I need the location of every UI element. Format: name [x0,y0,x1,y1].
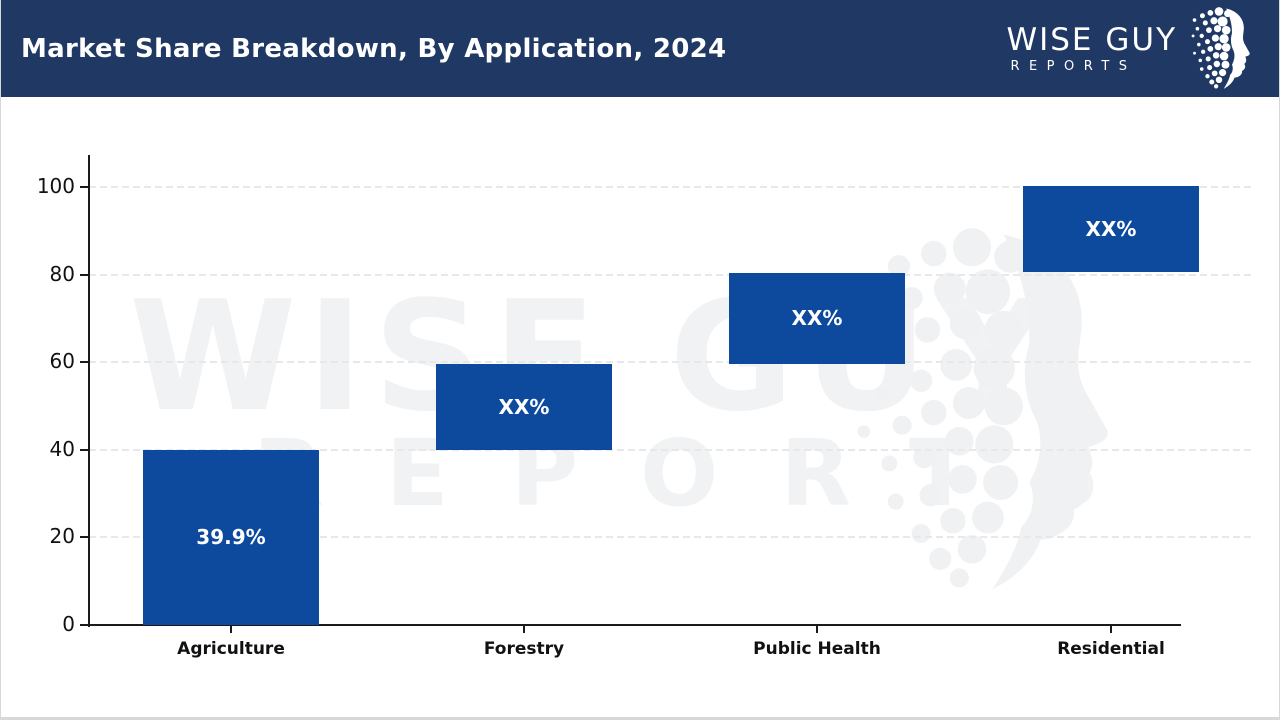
x-axis-line [88,623,1181,626]
y-tick-mark [80,361,89,363]
x-tick-mark [816,625,818,633]
bar-agriculture: 39.9% [143,449,319,625]
y-tick-label: 60 [49,349,75,373]
logo-reports-label: REPORTS [1010,58,1137,74]
y-tick-label: 20 [49,524,75,548]
gridline [89,536,1253,538]
y-tick-label: 80 [49,261,75,286]
gridline [89,448,1253,451]
x-tick-mark [230,625,232,633]
logo-wiseguy-label: WISE GUY [1006,21,1177,58]
bar-value-label: XX% [791,306,843,331]
page-title: Market Share Breakdown, By Application, … [21,33,727,64]
y-tick-mark [80,186,89,188]
x-tick-label: Agriculture [177,638,285,659]
x-tick-label: Forestry [483,638,565,659]
y-tick-label: 40 [49,436,75,461]
wiseguy-logo-text: WISE GUY REPORTS [1006,21,1177,74]
y-axis-line [88,155,90,627]
y-tick-label: 100 [36,174,75,198]
y-tick-mark [80,623,89,626]
y-tick-mark [80,273,89,276]
x-tick-label: Residential [1057,638,1165,659]
x-tick-label: Public Health [753,638,881,659]
gridline [89,186,1253,188]
bar-residential: XX% [1023,186,1199,272]
wiseguy-face-logo-icon [1191,7,1250,89]
bar-value-label: XX% [498,395,550,420]
bar-value-label: XX% [1085,217,1137,241]
bar-forestry: XX% [436,364,612,450]
y-tick-label: 0 [62,611,75,636]
header-bar: Market Share Breakdown, By Application, … [1,0,1279,97]
y-tick-mark [80,536,89,538]
bar-value-label: 39.9% [196,525,266,550]
y-tick-mark [80,448,89,451]
gridline [89,273,1253,276]
bar-public-health: XX% [729,272,905,365]
x-tick-mark [523,625,525,633]
x-tick-mark [1110,625,1112,633]
gridline [89,361,1253,363]
wiseguy-logo: WISE GUY REPORTS [1006,7,1255,90]
